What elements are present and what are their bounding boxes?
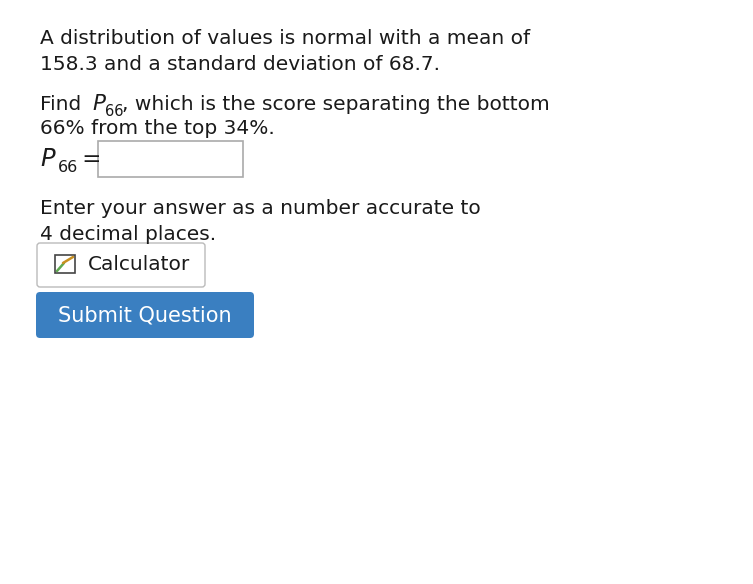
Text: , which is the score separating the bottom: , which is the score separating the bott… bbox=[122, 95, 550, 113]
FancyBboxPatch shape bbox=[55, 255, 75, 273]
Text: Enter your answer as a number accurate to: Enter your answer as a number accurate t… bbox=[40, 200, 480, 218]
Text: 66% from the top 34%.: 66% from the top 34%. bbox=[40, 120, 275, 138]
Text: Submit Question: Submit Question bbox=[58, 305, 232, 325]
Text: 158.3 and a standard deviation of 68.7.: 158.3 and a standard deviation of 68.7. bbox=[40, 54, 440, 74]
Text: 66: 66 bbox=[58, 161, 78, 176]
Text: 4 decimal places.: 4 decimal places. bbox=[40, 224, 216, 244]
Text: P: P bbox=[92, 94, 105, 114]
FancyBboxPatch shape bbox=[98, 141, 243, 177]
FancyBboxPatch shape bbox=[37, 243, 205, 287]
Text: =: = bbox=[75, 148, 102, 171]
Text: Calculator: Calculator bbox=[88, 256, 191, 274]
FancyBboxPatch shape bbox=[36, 292, 254, 338]
Text: P: P bbox=[40, 147, 55, 171]
Text: 66: 66 bbox=[105, 103, 123, 119]
Text: Find: Find bbox=[40, 95, 87, 113]
Text: A distribution of values is normal with a mean of: A distribution of values is normal with … bbox=[40, 30, 530, 48]
